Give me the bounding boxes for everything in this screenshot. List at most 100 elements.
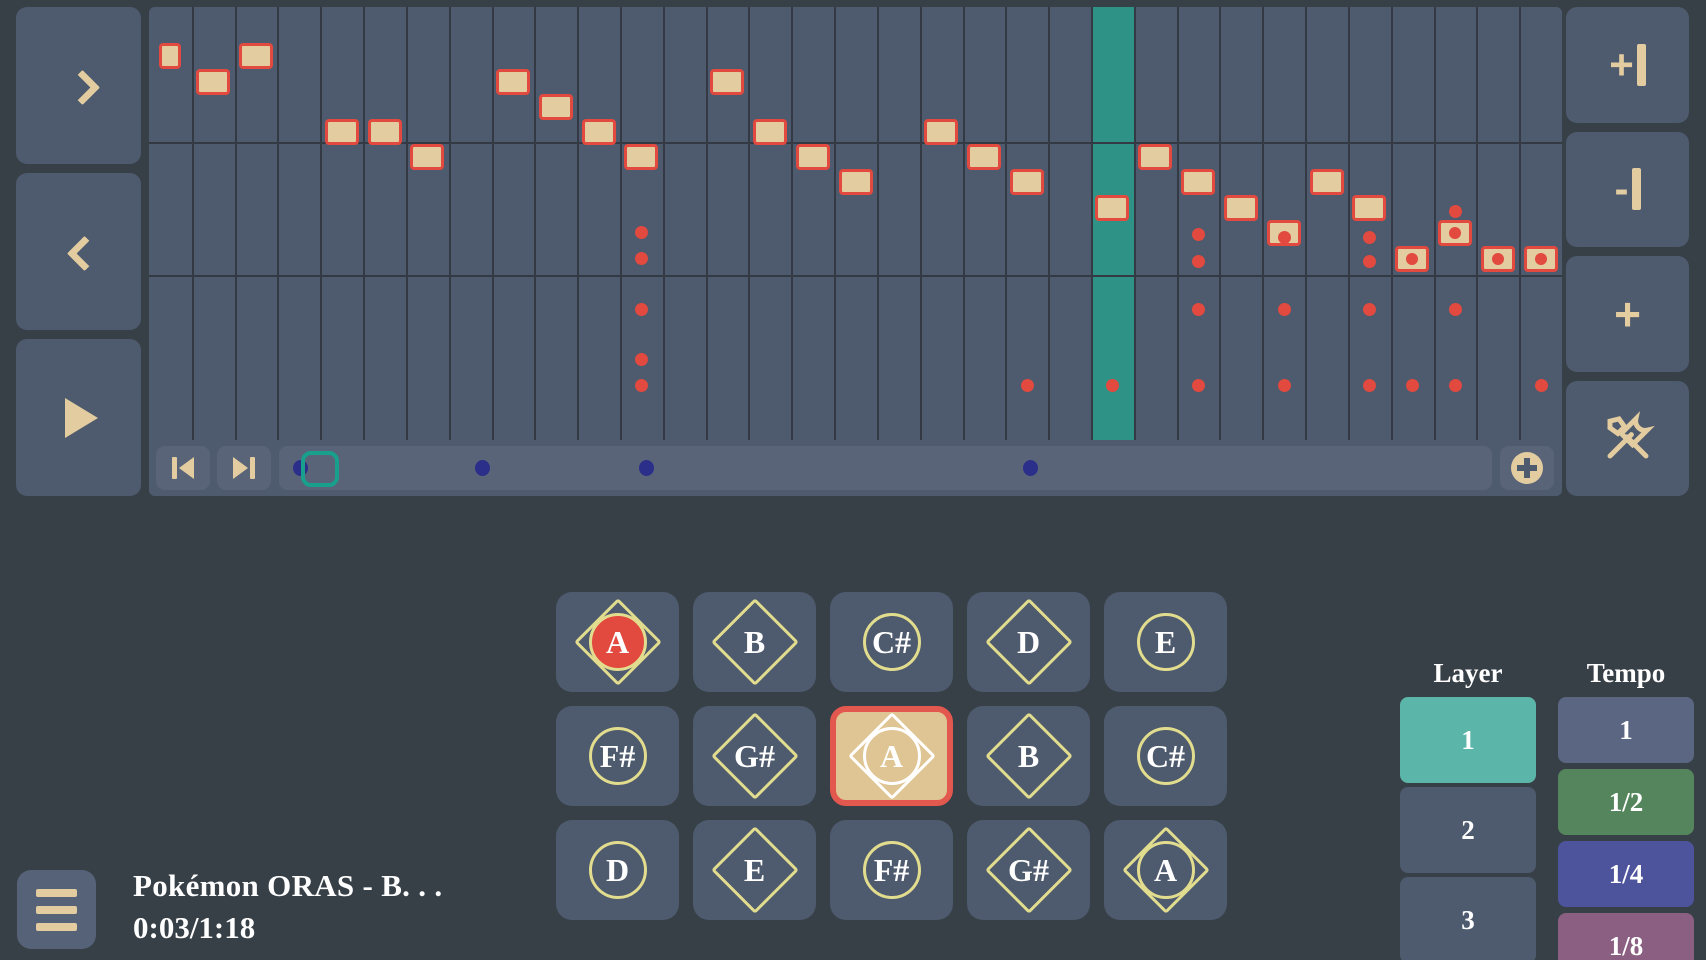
grid-marker-dot[interactable] [1277,303,1291,316]
note-button-fsharp[interactable]: F# [830,820,953,920]
note-button-a[interactable]: A [830,706,953,806]
grid-marker-dot[interactable] [1106,379,1120,392]
grid-marker-dot[interactable] [1020,379,1034,392]
tempo-option-1-4[interactable]: 1/4 [1558,841,1694,907]
add-bar-button[interactable]: + [1566,7,1689,123]
grid-note[interactable] [1309,169,1344,195]
note-button-a[interactable]: A [556,592,679,692]
grid-note[interactable] [410,144,445,170]
circle-icon [588,613,647,671]
grid-marker-dot[interactable] [1277,231,1291,244]
grid-marker-dot[interactable] [635,226,649,239]
grid-note[interactable] [1480,246,1515,272]
grid-note[interactable] [159,43,182,69]
grid-note[interactable] [1523,246,1558,272]
grid-vline [748,7,751,440]
grid-note[interactable] [1009,169,1044,195]
circle-icon [862,613,921,671]
grid-note[interactable] [196,69,231,95]
grid-note[interactable] [1352,195,1387,221]
timeline-marker[interactable] [639,460,654,476]
grid-note[interactable] [324,119,359,145]
grid-marker-dot[interactable] [1534,379,1548,392]
note-button-a[interactable]: A [1104,820,1227,920]
grid-note[interactable] [924,119,959,145]
grid-note[interactable] [838,169,873,195]
timeline-track[interactable] [279,446,1492,490]
plus-bar-icon: + [1609,43,1646,86]
grid-note[interactable] [752,119,787,145]
tempo-option-1-2[interactable]: 1/2 [1558,769,1694,835]
grid-note[interactable] [1223,195,1258,221]
grid-note[interactable] [239,43,274,69]
grid-note[interactable] [1095,195,1130,221]
skip-previous-button[interactable] [156,446,210,490]
grid-marker-dot[interactable] [1448,303,1462,316]
add-section-button[interactable] [1500,446,1554,490]
grid-vline [448,7,451,440]
grid-marker-dot[interactable] [1406,379,1420,392]
grid-marker-dot[interactable] [1448,379,1462,392]
note-button-e[interactable]: E [1104,592,1227,692]
grid-note[interactable] [581,119,616,145]
layer-option-3[interactable]: 3 [1400,877,1536,960]
tempo-option-1-8[interactable]: 1/8 [1558,913,1694,960]
grid-marker-dot[interactable] [1277,379,1291,392]
grid-marker-dot[interactable] [1363,379,1377,392]
play-button[interactable] [16,339,141,496]
grid-marker-dot[interactable] [1192,255,1206,268]
remove-bar-button[interactable]: - [1566,131,1689,247]
grid-note[interactable] [624,144,659,170]
layer-option-1[interactable]: 1 [1400,697,1536,783]
tempo-option-1[interactable]: 1 [1558,697,1694,763]
grid-note[interactable] [710,69,745,95]
timeline-selection[interactable] [301,451,339,487]
next-page-button[interactable] [16,7,141,164]
grid-marker-dot[interactable] [1192,379,1206,392]
grid-note[interactable] [1138,144,1173,170]
grid-marker-dot[interactable] [1192,303,1206,316]
grid-vline [962,7,965,440]
note-button-csharp[interactable]: C# [1104,706,1227,806]
prev-page-button[interactable] [16,173,141,330]
skip-next-button[interactable] [217,446,271,490]
grid-vline [705,7,708,440]
note-button-csharp[interactable]: C# [830,592,953,692]
grid-vline [1305,7,1308,440]
note-grid-canvas[interactable] [149,7,1562,440]
note-button-gsharp[interactable]: G# [693,706,816,806]
note-grid-panel[interactable] [149,7,1562,496]
grid-note[interactable] [495,69,530,95]
grid-note[interactable] [538,94,573,120]
grid-marker-dot[interactable] [1363,255,1377,268]
add-button[interactable]: + [1566,256,1689,372]
grid-note[interactable] [966,144,1001,170]
grid-marker-dot[interactable] [1363,303,1377,316]
note-button-b[interactable]: B [693,592,816,692]
grid-marker-dot[interactable] [635,252,649,265]
tools-button[interactable] [1566,380,1689,496]
note-button-fsharp[interactable]: F# [556,706,679,806]
timeline-marker[interactable] [1023,460,1038,476]
grid-note[interactable] [1395,246,1430,272]
grid-vline [834,7,837,440]
timeline-marker[interactable] [475,460,490,476]
note-button-e[interactable]: E [693,820,816,920]
layer-option-2[interactable]: 2 [1400,787,1536,873]
grid-marker-dot[interactable] [1448,205,1462,218]
grid-note[interactable] [367,119,402,145]
note-button-d[interactable]: D [556,820,679,920]
grid-note[interactable] [795,144,830,170]
hamburger-menu-button[interactable] [17,870,96,949]
note-button-b[interactable]: B [967,706,1090,806]
note-button-d[interactable]: D [967,592,1090,692]
grid-marker-dot[interactable] [1192,228,1206,241]
grid-marker-dot[interactable] [635,303,649,316]
grid-marker-dot[interactable] [635,379,649,392]
grid-note[interactable] [1181,169,1216,195]
grid-marker-dot[interactable] [635,353,649,366]
grid-note[interactable] [1437,220,1472,246]
note-button-label: F# [873,851,910,888]
note-button-gsharp[interactable]: G# [967,820,1090,920]
grid-marker-dot[interactable] [1363,231,1377,244]
